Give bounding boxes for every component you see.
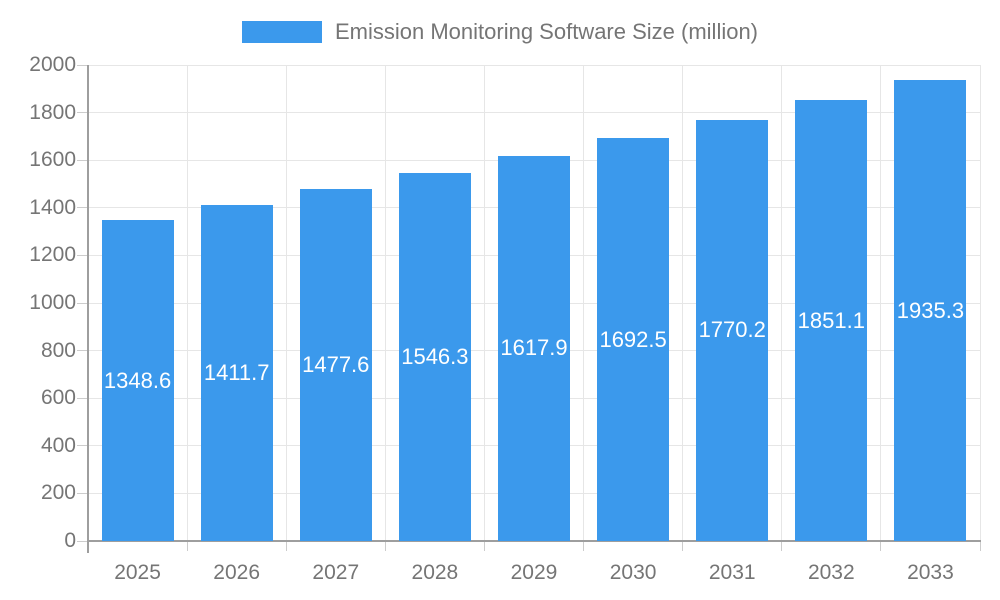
legend[interactable]: Emission Monitoring Software Size (milli… (0, 20, 1000, 44)
grid-line-vertical (682, 65, 684, 541)
bar: 1477.6 (299, 189, 372, 541)
bar-value-label: 1546.3 (401, 343, 469, 369)
grid-line-vertical (186, 65, 188, 541)
bar: 1770.2 (696, 119, 769, 541)
x-axis-label: 2032 (807, 561, 855, 584)
x-axis-label: 2026 (213, 561, 261, 584)
y-axis-tick (77, 112, 87, 114)
bar: 1546.3 (398, 172, 471, 541)
y-axis-tick (77, 302, 87, 304)
x-axis-tick (583, 541, 585, 551)
y-axis-label: 2000 (29, 53, 76, 76)
y-axis-label: 400 (40, 433, 76, 457)
legend-swatch (241, 21, 322, 43)
x-axis-label: 2029 (510, 561, 558, 584)
y-axis-tick (77, 397, 87, 399)
x-axis-label: 2031 (708, 561, 756, 584)
x-axis-tick (880, 541, 882, 551)
x-axis-label: 2033 (907, 561, 954, 584)
x-axis-tick (384, 541, 386, 551)
y-axis-label: 1400 (29, 195, 76, 219)
x-axis-tick (285, 541, 287, 551)
grid-line-horizontal (88, 112, 980, 114)
y-axis-tick (77, 207, 87, 209)
y-axis-tick (77, 445, 87, 447)
grid-line-horizontal (88, 64, 980, 66)
grid-line-vertical (384, 65, 386, 541)
bar-value-label: 1477.6 (302, 352, 370, 378)
bar-value-label: 1348.6 (103, 367, 172, 393)
y-axis-tick (77, 64, 87, 66)
bar: 1935.3 (894, 80, 967, 541)
bar-value-label: 1411.7 (203, 359, 270, 385)
bar-value-label: 1935.3 (896, 297, 965, 323)
y-axis-label: 0 (64, 529, 76, 552)
grid-line-vertical (979, 65, 981, 541)
bar-value-label: 1692.5 (599, 326, 667, 352)
grid-line-vertical (781, 65, 783, 541)
x-axis-tick (186, 541, 188, 551)
y-axis-label: 600 (40, 386, 76, 410)
bar: 1692.5 (597, 138, 670, 541)
x-axis-label: 2028 (411, 561, 459, 584)
grid-line-vertical (583, 65, 585, 541)
y-axis-tick (77, 350, 87, 352)
x-axis-line (87, 540, 981, 542)
y-axis-tick (77, 159, 87, 161)
x-axis-tick (781, 541, 783, 551)
x-axis-tick (483, 541, 485, 551)
y-axis-tick (77, 254, 87, 256)
y-axis-label: 1000 (29, 291, 76, 314)
bar-value-label: 1770.2 (698, 317, 766, 343)
x-axis-label: 2030 (609, 561, 657, 584)
x-axis-label: 2025 (114, 561, 161, 584)
grid-line-vertical (483, 65, 485, 541)
x-axis-tick (979, 541, 981, 551)
y-axis-label: 1600 (29, 148, 76, 172)
plot-area: 0 200 400 600 800 1000 1200 1400 1600 1800 2000 134… (29, 53, 981, 584)
y-axis-label: 200 (40, 481, 76, 505)
bar-value-label: 1851.1 (797, 307, 865, 333)
legend-label: Emission Monitoring Software Size (milli… (334, 19, 759, 44)
y-axis-line (87, 65, 89, 553)
y-axis-tick (77, 492, 87, 494)
bar: 1851.1 (795, 100, 868, 541)
bar: 1617.9 (498, 155, 570, 541)
grid-line-vertical (285, 65, 287, 541)
y-axis-tick (77, 540, 87, 542)
bar: 1348.6 (101, 220, 174, 541)
y-axis-label: 1200 (29, 243, 76, 267)
bar-value-label: 1617.9 (500, 335, 568, 361)
x-axis-tick (682, 541, 684, 551)
grid-line-vertical (880, 65, 882, 541)
x-axis-label: 2027 (312, 561, 360, 584)
bar: 1411.7 (200, 205, 273, 541)
y-axis-label: 800 (40, 338, 76, 362)
y-axis-label: 1800 (29, 100, 76, 124)
